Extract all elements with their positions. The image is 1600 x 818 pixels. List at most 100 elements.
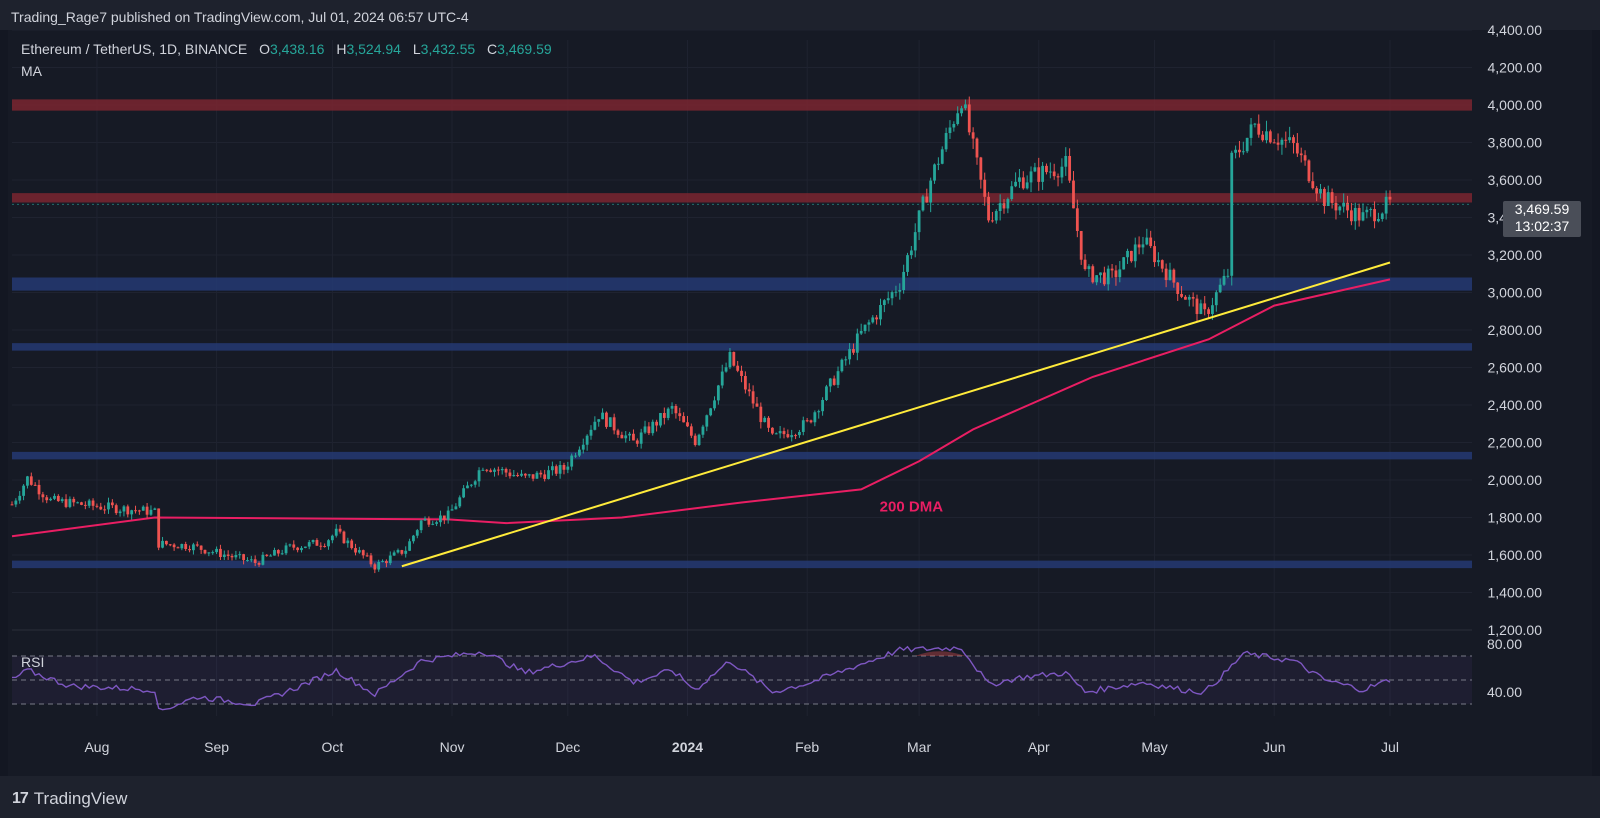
- top-bar: Trading_Rage7 published on TradingView.c…: [0, 0, 1600, 30]
- candle-body: [276, 550, 280, 554]
- candle-body: [1048, 171, 1052, 173]
- support-zone: [12, 451, 1472, 460]
- ma200-line: [11, 278, 1391, 538]
- candle-body: [1257, 123, 1261, 135]
- candle-body: [1075, 208, 1079, 232]
- candle-body: [936, 163, 940, 165]
- candle-body: [442, 515, 446, 520]
- candle-body: [940, 149, 944, 164]
- candle-body: [809, 420, 813, 423]
- candle-body: [612, 417, 616, 431]
- candle-body: [1010, 186, 1014, 200]
- candle-body: [400, 550, 404, 554]
- candle-body: [53, 495, 56, 499]
- candle-body: [330, 535, 334, 541]
- candle-body: [249, 559, 253, 561]
- candle-body: [219, 548, 222, 558]
- candle-body: [682, 416, 686, 423]
- candle-body: [114, 505, 118, 514]
- candle-body: [998, 203, 1002, 212]
- candle-body: [296, 547, 300, 551]
- candle-body: [462, 488, 466, 498]
- candle-body: [1064, 155, 1068, 167]
- candle-body: [1079, 231, 1083, 260]
- candle-body: [547, 470, 550, 479]
- y-tick-label: 3,200.00: [1488, 247, 1543, 263]
- candle-body: [1018, 177, 1021, 182]
- candle-body: [388, 555, 392, 564]
- candle-body: [554, 466, 558, 474]
- candle-body: [1353, 207, 1357, 222]
- candle-body: [1249, 124, 1253, 138]
- bar-countdown: 13:02:37: [1514, 218, 1570, 234]
- candle-body: [1234, 149, 1238, 153]
- candle-body: [786, 434, 790, 438]
- low-label: L: [412, 41, 421, 57]
- y-tick-label: 1,600.00: [1488, 547, 1543, 563]
- candle-body: [242, 554, 245, 561]
- support-zone: [12, 343, 1472, 351]
- candle-body: [203, 549, 207, 554]
- candle-body: [751, 391, 755, 404]
- candle-body: [520, 473, 523, 476]
- candle-body: [381, 561, 384, 563]
- candle-body: [1253, 123, 1257, 125]
- candle-body: [991, 220, 994, 222]
- candle-body: [774, 433, 778, 435]
- candle-body: [261, 554, 265, 565]
- candle-body: [396, 550, 400, 553]
- candle-body: [195, 544, 199, 546]
- resistance-zone: [12, 193, 1472, 203]
- y-tick-label: 4,000.00: [1488, 97, 1543, 113]
- candle-body: [747, 389, 751, 392]
- candle-body: [408, 541, 411, 551]
- candle-body: [477, 470, 481, 482]
- candle-body: [558, 464, 562, 474]
- candle-body: [616, 430, 620, 435]
- candle-body: [1311, 181, 1315, 189]
- candle-body: [763, 417, 767, 423]
- candle-body: [840, 359, 844, 372]
- candle-body: [157, 508, 161, 548]
- candle-body: [1226, 275, 1230, 277]
- candle-body: [921, 196, 925, 211]
- candle-body: [454, 506, 458, 510]
- candle-body: [879, 305, 882, 320]
- candle-body: [759, 406, 763, 423]
- x-tick-label: Nov: [440, 739, 465, 755]
- candle-body: [1292, 137, 1295, 144]
- candle-body: [620, 434, 624, 439]
- candle-body: [686, 422, 689, 427]
- candle-body: [523, 473, 527, 476]
- candle-body: [724, 367, 728, 372]
- chart-frame[interactable]: [8, 30, 1592, 776]
- candle-body: [917, 210, 921, 233]
- candle-body: [1388, 196, 1392, 200]
- candle-body: [1322, 188, 1326, 206]
- ma-indicator-label[interactable]: MA: [21, 63, 42, 79]
- candle-body: [608, 417, 612, 427]
- tradingview-brand[interactable]: 17 TradingView: [12, 789, 127, 809]
- candle-body: [83, 504, 87, 506]
- candle-body: [188, 549, 191, 551]
- candle-body: [1272, 142, 1276, 144]
- candle-body: [412, 535, 415, 542]
- candle-body: [76, 502, 80, 504]
- symbol-title[interactable]: Ethereum / TetherUS, 1D, BINANCE: [21, 41, 248, 57]
- candle-body: [994, 211, 998, 221]
- candle-body: [1087, 266, 1091, 270]
- candle-body: [701, 426, 705, 435]
- candle-body: [828, 378, 832, 387]
- candle-body: [118, 511, 122, 514]
- candle-body: [377, 562, 381, 570]
- candle-body: [1280, 139, 1284, 145]
- candle-body: [1118, 269, 1122, 278]
- candle-body: [280, 553, 284, 555]
- candle-body: [168, 544, 172, 546]
- candle-body: [886, 298, 890, 301]
- candle-body: [1184, 296, 1187, 300]
- candle-body: [56, 495, 60, 502]
- candle-body: [1330, 192, 1334, 203]
- rsi-indicator-label[interactable]: RSI: [21, 654, 45, 670]
